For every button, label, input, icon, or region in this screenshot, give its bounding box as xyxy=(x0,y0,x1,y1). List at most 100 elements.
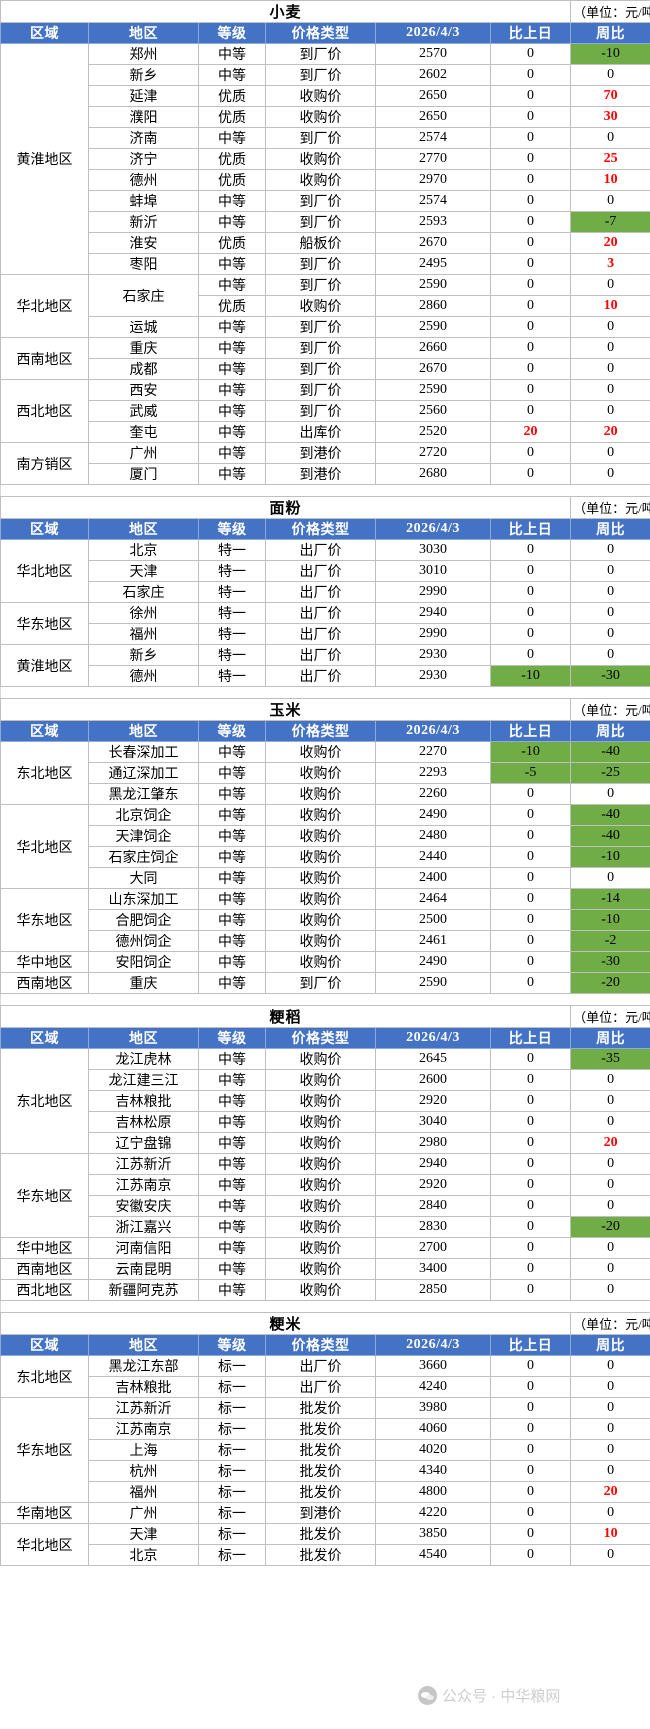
column-header-6[interactable]: 周比 xyxy=(570,720,650,742)
price-table: 粳米（单位：元/吨）区域地区等级价格类型2026/4/3比上日周比东北地区黑龙江… xyxy=(0,1312,650,1566)
column-header-4[interactable]: 2026/4/3 xyxy=(375,518,491,540)
cell-price: 2970 xyxy=(375,169,491,191)
column-header-0[interactable]: 区域 xyxy=(0,1334,89,1356)
cell-area: 浙江嘉兴 xyxy=(88,1216,199,1238)
table-row: 吉林松原 中等 收购价 3040 0 0 xyxy=(1,1111,650,1133)
table-row: 黄淮地区 郑州 中等 到厂价 2570 0 -10 xyxy=(0,43,650,275)
column-header-2[interactable]: 等级 xyxy=(198,1334,266,1356)
column-header-6[interactable]: 周比 xyxy=(570,22,650,44)
column-header-1[interactable]: 地区 xyxy=(88,22,199,44)
cell-price-type: 到厂价 xyxy=(265,316,376,338)
column-header-3[interactable]: 价格类型 xyxy=(265,22,376,44)
cell-price: 2590 xyxy=(375,379,491,401)
column-header-6[interactable]: 周比 xyxy=(570,1334,650,1356)
cell-price: 2602 xyxy=(375,64,491,86)
column-header-2[interactable]: 等级 xyxy=(198,22,266,44)
column-header-6[interactable]: 周比 xyxy=(570,1027,650,1049)
cell-region: 黄淮地区 xyxy=(0,43,89,275)
cell-region: 西南地区 xyxy=(0,972,89,994)
cell-change-weekly: 0 xyxy=(570,1439,650,1461)
cell-area: 云南昆明 xyxy=(88,1258,199,1280)
cell-change-daily: 0 xyxy=(489,295,572,317)
cell-grade: 中等 xyxy=(198,64,266,86)
cell-area: 济南 xyxy=(88,127,199,149)
cell-price-type: 到厂价 xyxy=(265,972,376,994)
cell-price-type: 出厂价 xyxy=(265,1355,376,1377)
table-row: 石家庄 特一 出厂价 2990 0 0 xyxy=(1,581,650,603)
table-title-row: 玉米（单位：元/吨） xyxy=(0,698,650,721)
column-header-4[interactable]: 2026/4/3 xyxy=(375,1027,491,1049)
cell-price: 2464 xyxy=(375,888,491,910)
column-header-1[interactable]: 地区 xyxy=(88,720,199,742)
column-header-3[interactable]: 价格类型 xyxy=(265,518,376,540)
cell-change-daily: -10 xyxy=(489,665,572,687)
column-header-5[interactable]: 比上日 xyxy=(489,1027,572,1049)
cell-change-weekly: -40 xyxy=(570,825,650,847)
table-header-row: 区域 地区 等级 价格类型 2026/4/3 比上日 周比 xyxy=(0,720,650,742)
column-header-5[interactable]: 比上日 xyxy=(489,1334,572,1356)
cell-change-weekly: 3 xyxy=(570,253,650,275)
column-header-5[interactable]: 比上日 xyxy=(489,518,572,540)
column-header-6[interactable]: 周比 xyxy=(570,518,650,540)
table-row: 华东地区 江苏新沂 中等 收购价 2940 0 0 xyxy=(0,1153,650,1238)
cell-change-weekly: 0 xyxy=(570,867,650,889)
column-header-3[interactable]: 价格类型 xyxy=(265,1334,376,1356)
cell-price-type: 收购价 xyxy=(265,106,376,128)
column-header-2[interactable]: 等级 xyxy=(198,518,266,540)
cell-area: 重庆 xyxy=(88,972,199,994)
column-header-2[interactable]: 等级 xyxy=(198,1027,266,1049)
column-header-4[interactable]: 2026/4/3 xyxy=(375,720,491,742)
column-header-0[interactable]: 区域 xyxy=(0,518,89,540)
column-header-0[interactable]: 区域 xyxy=(0,720,89,742)
cell-price-type: 收购价 xyxy=(265,909,376,931)
column-header-4[interactable]: 2026/4/3 xyxy=(375,1334,491,1356)
column-header-5[interactable]: 比上日 xyxy=(489,22,572,44)
table-row: 江苏南京 标一 批发价 4060 0 0 xyxy=(1,1418,650,1440)
cell-change-daily: 0 xyxy=(489,1460,572,1482)
cell-change-weekly: 0 xyxy=(570,623,650,645)
cell-change-weekly: 0 xyxy=(570,190,650,212)
cell-grade: 中等 xyxy=(198,951,266,973)
table-row: 浙江嘉兴 中等 收购价 2830 0 -20 xyxy=(1,1216,650,1238)
cell-price-type: 到厂价 xyxy=(265,400,376,422)
cell-price: 2440 xyxy=(375,846,491,868)
cell-region: 华中地区 xyxy=(0,951,89,973)
column-header-1[interactable]: 地区 xyxy=(88,518,199,540)
cell-price-type: 收购价 xyxy=(265,1153,376,1175)
column-header-2[interactable]: 等级 xyxy=(198,720,266,742)
cell-grade: 中等 xyxy=(198,211,266,233)
cell-change-daily: 0 xyxy=(489,43,572,65)
cell-change-weekly: 0 xyxy=(570,1397,650,1419)
column-header-0[interactable]: 区域 xyxy=(0,22,89,44)
table-row: 天津 特一 出厂价 3010 0 0 xyxy=(1,560,650,582)
table-row: 西北地区 新疆阿克苏 中等 收购价 2850 0 0 xyxy=(0,1279,650,1301)
cell-price: 3660 xyxy=(375,1355,491,1377)
table-row: 华北地区 北京饲企 中等 收购价 2490 0 -40 xyxy=(0,804,650,889)
cell-region: 东北地区 xyxy=(0,741,89,805)
cell-grade: 特一 xyxy=(198,644,266,666)
table-row: 吉林粮批 标一 出厂价 4240 0 0 xyxy=(1,1376,650,1398)
cell-change-daily: -5 xyxy=(489,762,572,784)
table-row: 辽宁盘锦 中等 收购价 2980 0 20 xyxy=(1,1132,650,1154)
cell-grade: 标一 xyxy=(198,1355,266,1377)
cell-grade: 中等 xyxy=(198,190,266,212)
column-header-4[interactable]: 2026/4/3 xyxy=(375,22,491,44)
column-header-5[interactable]: 比上日 xyxy=(489,720,572,742)
cell-area: 蚌埠 xyxy=(88,190,199,212)
column-header-1[interactable]: 地区 xyxy=(88,1027,199,1049)
cell-area: 广州 xyxy=(88,442,199,464)
cell-price: 2600 xyxy=(375,1069,491,1091)
cell-change-weekly: 0 xyxy=(570,1279,650,1301)
cell-change-daily: 0 xyxy=(489,1174,572,1196)
column-header-0[interactable]: 区域 xyxy=(0,1027,89,1049)
cell-area: 辽宁盘锦 xyxy=(88,1132,199,1154)
cell-change-weekly: 0 xyxy=(570,1174,650,1196)
table-title-row: 粳稻（单位：元/吨） xyxy=(0,1005,650,1028)
cell-change-daily: 0 xyxy=(489,1048,572,1070)
table-row: 福州 标一 批发价 4800 0 20 xyxy=(1,1481,650,1503)
cell-change-daily: 0 xyxy=(489,316,572,338)
column-header-1[interactable]: 地区 xyxy=(88,1334,199,1356)
cell-region: 华东地区 xyxy=(0,888,89,952)
column-header-3[interactable]: 价格类型 xyxy=(265,720,376,742)
column-header-3[interactable]: 价格类型 xyxy=(265,1027,376,1049)
